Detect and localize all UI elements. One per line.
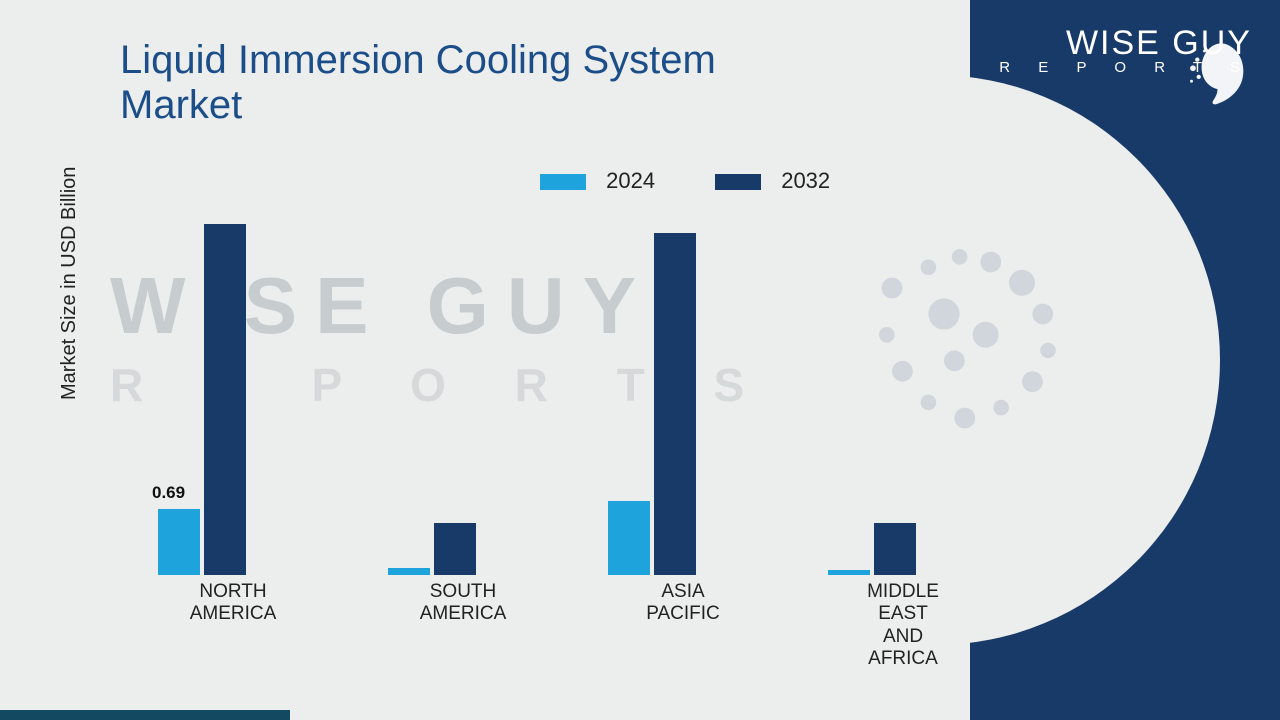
legend-label: 2032 [781, 168, 830, 193]
bar-value-label: 0.69 [152, 483, 185, 503]
legend-label: 2024 [606, 168, 655, 193]
bar-2032 [654, 233, 696, 575]
category-label: SOUTHAMERICA [378, 581, 548, 626]
legend-swatch-icon [540, 174, 586, 190]
infographic-stage: WISE GUY R E P O R T S Liquid Immersion … [0, 0, 1280, 720]
bar-2032 [434, 523, 476, 575]
category-label: ASIAPACIFIC [598, 581, 768, 626]
chart-title: Liquid Immersion Cooling System Market [120, 38, 740, 128]
bar-chart: 0.69NORTHAMERICASOUTHAMERICAASIAPACIFICM… [110, 205, 940, 575]
bar-2024 [608, 501, 650, 575]
y-axis-label: Market Size in USD Billion [58, 167, 81, 400]
legend: 2024 2032 [540, 168, 830, 194]
logo-head-icon [1180, 38, 1252, 110]
legend-swatch-icon [715, 174, 761, 190]
category-label: MIDDLEEASTANDAFRICA [818, 581, 988, 671]
footer-strip [0, 710, 290, 720]
bar-2024 [388, 568, 430, 575]
bar-2032 [204, 224, 246, 576]
legend-item-2024: 2024 [540, 168, 655, 194]
bar-2024 [828, 570, 870, 575]
bar-2024 [158, 509, 200, 575]
legend-item-2032: 2032 [715, 168, 830, 194]
bar-2032 [874, 523, 916, 575]
category-label: NORTHAMERICA [148, 581, 318, 626]
brand-logo: WISE GUY R E P O R T S [992, 24, 1252, 76]
